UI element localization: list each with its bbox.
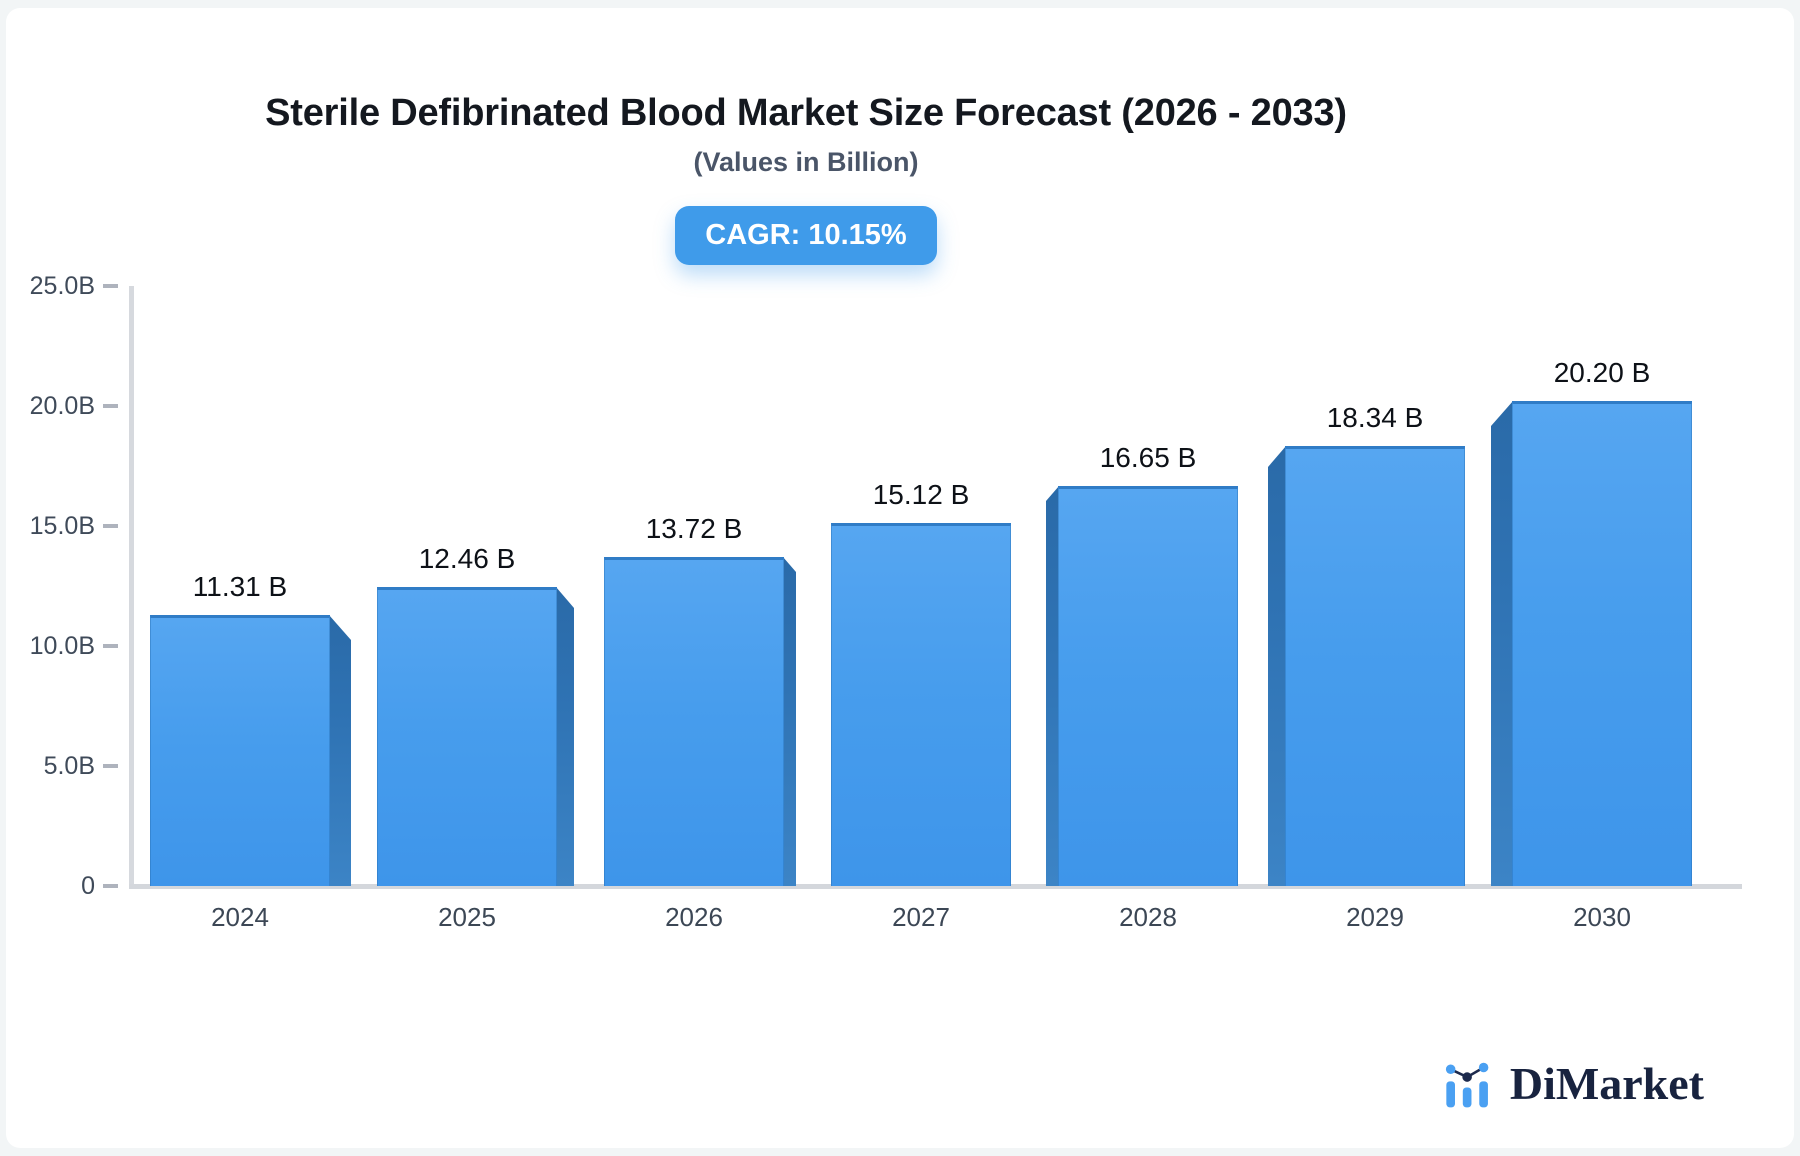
bar-3d-side: [329, 615, 351, 886]
bar-value-label: 13.72 B: [645, 513, 743, 544]
x-axis-label: 2030: [1573, 902, 1631, 932]
y-tick-mark: [103, 404, 118, 408]
bar-2030: [1512, 401, 1692, 886]
x-axis-label: 2028: [1119, 902, 1177, 932]
y-tick-mark: [103, 524, 118, 528]
y-axis-line: [129, 286, 134, 888]
chart-canvas: Sterile Defibrinated Blood Market Size F…: [6, 8, 1794, 1148]
y-tick-label: 25.0B: [29, 272, 95, 300]
bar-3d-side: [1046, 486, 1059, 886]
y-tick-mark: [103, 764, 118, 768]
y-tick-mark: [103, 644, 118, 648]
chart-subtitle: (Values in Billion): [693, 147, 919, 177]
logo-text: DiMarket: [1509, 1058, 1704, 1109]
bar-value-label: 20.20 B: [1553, 357, 1651, 388]
bar-3d-side: [1491, 401, 1513, 886]
bar-2026: [604, 557, 784, 886]
y-tick-label: 20.0B: [29, 392, 95, 420]
bar-2028: [1058, 486, 1238, 886]
bar-value-label: 18.34 B: [1326, 402, 1424, 433]
bar-value-label: 11.31 B: [192, 571, 288, 602]
chart-card: Sterile Defibrinated Blood Market Size F…: [6, 8, 1794, 1148]
bar-2024: [150, 615, 330, 886]
dimarket-logo: DiMarket: [1442, 1057, 1704, 1110]
x-axis-label: 2027: [892, 902, 950, 932]
x-axis-label: 2029: [1346, 902, 1404, 932]
y-tick-label: 0: [81, 872, 95, 900]
y-tick-mark: [103, 884, 118, 888]
bar-value-label: 12.46 B: [418, 543, 516, 574]
y-tick-label: 5.0B: [43, 752, 95, 780]
bar-value-label: 15.12 B: [872, 479, 970, 510]
chart-header: Sterile Defibrinated Blood Market Size F…: [6, 92, 1612, 265]
bar-3d-side: [1268, 446, 1286, 886]
bar-2025: [377, 587, 557, 886]
bar-3d-side: [783, 557, 796, 886]
cagr-badge: CAGR: 10.15%: [675, 206, 937, 265]
bar-2027: [831, 523, 1011, 886]
y-tick-label: 15.0B: [29, 512, 95, 540]
y-tick-mark: [103, 284, 118, 288]
bar-value-label: 16.65 B: [1099, 442, 1197, 473]
chart-title: Sterile Defibrinated Blood Market Size F…: [265, 92, 1347, 134]
x-axis-label: 2026: [665, 902, 723, 932]
bar-3d-side: [556, 587, 574, 886]
x-axis-label: 2024: [211, 902, 269, 932]
y-tick-label: 10.0B: [29, 632, 95, 660]
bar-2029: [1285, 446, 1465, 886]
bar-chart-trend-icon: [1445, 1062, 1489, 1107]
x-axis-label: 2025: [438, 902, 496, 932]
x-axis-line: [129, 884, 1742, 889]
